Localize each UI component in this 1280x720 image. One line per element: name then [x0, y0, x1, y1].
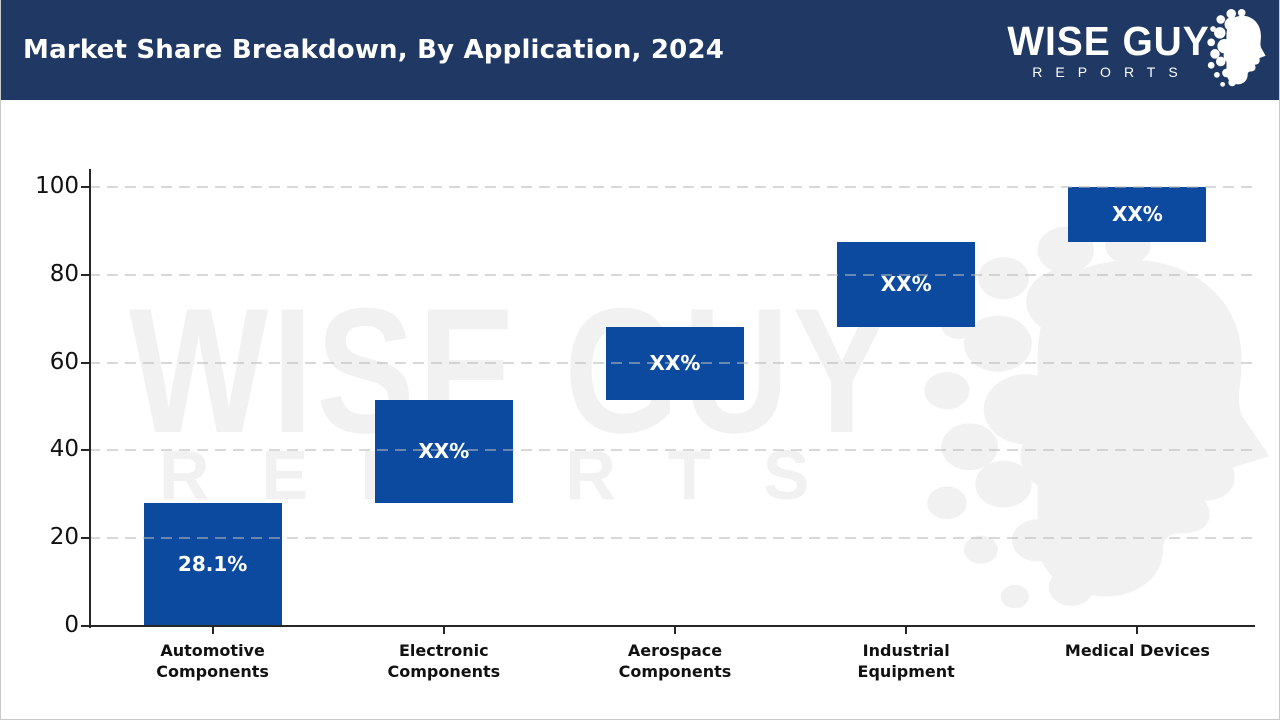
x-category-label-line: Industrial: [862, 641, 950, 660]
dotted-head-profile-icon: [1207, 8, 1266, 87]
x-category-label: Medical Devices: [1027, 640, 1247, 661]
x-category-label: Electronic Components: [334, 640, 554, 682]
x-category-label-line: Automotive: [160, 641, 265, 660]
gridline-y40: [89, 449, 1255, 452]
bar-medical-devices: [1068, 187, 1207, 242]
x-category-label: Industrial Equipment: [796, 640, 1016, 682]
x-category-label-line: Equipment: [857, 662, 955, 681]
y-tick-label: 80: [49, 260, 79, 287]
x-axis-line: [89, 625, 1255, 627]
bar-automotive-components: [143, 502, 282, 626]
x-tick-mark: [674, 627, 676, 634]
logo-wordmark: WISE GUY: [1007, 17, 1210, 64]
y-tick-mark: [81, 449, 89, 452]
bar-value-label: XX%: [1111, 202, 1163, 227]
gridline-y60: [89, 361, 1255, 364]
y-tick-label: 100: [35, 173, 79, 199]
x-tick-mark: [211, 627, 214, 634]
y-tick-label: 60: [49, 348, 79, 375]
x-tick-mark: [1136, 627, 1139, 634]
gridline-y20: [89, 537, 1255, 540]
y-axis-line: [89, 169, 91, 628]
x-category-label: Automotive Components: [103, 640, 323, 682]
y-tick-mark: [81, 537, 89, 540]
x-category-label-line: Electronic: [398, 641, 489, 660]
x-tick-mark: [905, 627, 908, 634]
gridline-y100: [89, 186, 1255, 188]
bar-value-label: XX%: [649, 351, 701, 376]
logo-text: WISE GUY REPORTS: [1002, 17, 1215, 80]
x-category-label-line: Aerospace: [627, 641, 723, 660]
page-title: Market Share Breakdown, By Application, …: [23, 35, 725, 65]
y-tick-label: 0: [64, 612, 79, 638]
x-category-label-line: Components: [156, 662, 269, 681]
gridline-y80: [89, 273, 1255, 276]
y-tick-label: 40: [49, 436, 79, 463]
header-bar: Market Share Breakdown, By Application, …: [1, 0, 1279, 100]
bar-industrial-equipment: [837, 241, 976, 327]
wise-guy-reports-logo: WISE GUY REPORTS: [1002, 8, 1267, 92]
y-tick-mark: [81, 273, 89, 276]
bar-value-label: XX%: [418, 439, 470, 464]
bar-value-label: 28.1%: [177, 552, 248, 577]
x-category-label-line: Components: [387, 662, 501, 681]
y-tick-mark: [81, 625, 89, 627]
y-tick-label: 20: [49, 524, 79, 551]
logo-subtitle: REPORTS: [1032, 63, 1191, 80]
y-tick-mark: [81, 361, 89, 364]
bar-value-label: XX%: [880, 272, 932, 297]
x-category-label-line: Components: [618, 662, 732, 681]
x-category-label-line: Medical Devices: [1064, 641, 1210, 660]
x-tick-mark: [442, 627, 445, 634]
y-tick-mark: [81, 186, 89, 188]
x-category-label: Aerospace Components: [565, 640, 785, 682]
